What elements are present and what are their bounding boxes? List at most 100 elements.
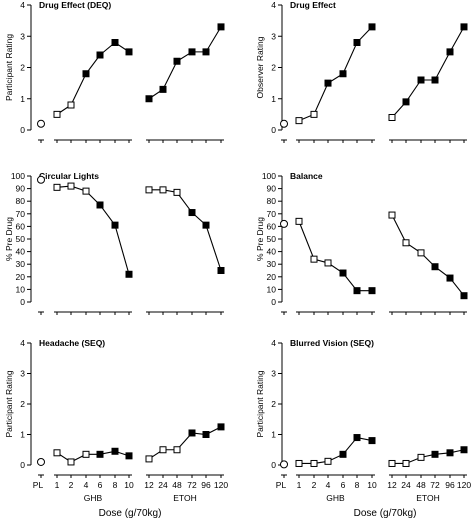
data-point [217, 23, 225, 31]
y-tick-label: 10 [16, 284, 26, 294]
data-point [125, 48, 133, 56]
data-point [339, 450, 347, 458]
y-tick-label: 30 [267, 259, 277, 269]
x-tick-label: 6 [98, 480, 103, 490]
x-tick-label: 120 [457, 480, 471, 490]
x-tick-label-pl: PL [276, 480, 287, 490]
x-tick-label: 12 [144, 480, 154, 490]
y-tick-label: 30 [16, 259, 26, 269]
data-point [310, 110, 318, 118]
data-point [402, 459, 410, 467]
data-point [402, 239, 410, 247]
y-tick-label: 1 [20, 94, 25, 104]
x-tick-label: 4 [84, 480, 89, 490]
x-tick-label: 4 [326, 480, 331, 490]
data-point [96, 201, 104, 209]
panel-title: Drug Effect [290, 0, 336, 10]
data-point [53, 110, 61, 118]
panel-title: Blurred Vision (SEQ) [290, 338, 374, 348]
y-tick-label: 20 [267, 272, 277, 282]
data-point [217, 267, 225, 274]
y-tick-label: 1 [20, 430, 25, 440]
x-tick-label: 10 [124, 480, 134, 490]
data-point [460, 292, 468, 300]
y-tick-label: 1 [271, 94, 276, 104]
data-point [446, 449, 454, 457]
data-point [145, 186, 153, 194]
data-point [353, 434, 361, 442]
placebo-point [280, 219, 288, 228]
group-label-etoh: ETOH [173, 493, 196, 503]
y-tick-label: 50 [267, 234, 277, 244]
data-point [402, 98, 410, 106]
y-tick-label: 60 [16, 221, 26, 231]
x-tick-label: 24 [401, 480, 411, 490]
data-point [111, 39, 119, 46]
x-tick-label: 96 [445, 480, 455, 490]
x-tick-label: 48 [172, 480, 182, 490]
y-tick-label: 70 [16, 209, 26, 219]
data-point [202, 221, 210, 229]
x-tick-label: 24 [158, 480, 168, 490]
y-tick-label: 2 [20, 63, 25, 73]
panel-title: Balance [290, 171, 323, 181]
data-point [417, 453, 425, 461]
y-tick-label: 50 [16, 234, 26, 244]
y-tick-label: 2 [271, 63, 276, 73]
data-point [339, 70, 347, 78]
data-point [67, 182, 75, 190]
data-point [431, 450, 439, 458]
data-point [82, 450, 90, 458]
y-tick-label: 3 [20, 369, 25, 379]
data-point [202, 48, 210, 56]
y-tick-label: 60 [267, 221, 277, 231]
data-point [460, 446, 468, 454]
group-label-etoh: ETOH [416, 493, 439, 503]
data-point [431, 263, 439, 271]
x-tick-label: 48 [416, 480, 426, 490]
data-point [324, 457, 332, 465]
data-point [96, 51, 104, 59]
x-tick-label: 8 [113, 480, 118, 490]
chart-panel-1: Drug Effect (DEQ) 0 1 2 3 4 Participant Rating [4, 0, 225, 143]
data-point [417, 76, 425, 84]
y-tick-label: 4 [271, 0, 276, 10]
data-point [67, 458, 75, 466]
x-tick-label: 2 [69, 480, 74, 490]
data-point [82, 70, 90, 78]
series-line-1 [56, 185, 130, 275]
y-tick-label: 100 [11, 171, 25, 181]
data-point [173, 446, 181, 454]
data-point [159, 186, 167, 194]
data-point [295, 217, 303, 225]
y-tick-label: 4 [271, 338, 276, 348]
data-point [388, 114, 396, 121]
placebo-point [37, 175, 45, 184]
data-point [431, 76, 439, 84]
series-line-2 [391, 214, 465, 297]
x-tick-label: 6 [341, 480, 346, 490]
x-tick-label: 10 [367, 480, 377, 490]
y-tick-label: 2 [20, 399, 25, 409]
y-tick-label: 0 [20, 460, 25, 470]
y-tick-label: 3 [271, 369, 276, 379]
data-point [324, 259, 332, 267]
y-tick-label: 1 [271, 430, 276, 440]
chart-panel-2: Drug Effect 0 1 2 3 4 Observer Rating [255, 0, 468, 143]
data-point [125, 452, 133, 460]
y-tick-label: 90 [16, 184, 26, 194]
panel-title: Headache (SEQ) [39, 338, 105, 348]
data-point [145, 95, 153, 103]
x-tick-label: 12 [387, 480, 397, 490]
data-point [111, 447, 119, 455]
data-point [96, 450, 104, 458]
y-tick-label: 4 [20, 338, 25, 348]
data-point [368, 23, 376, 31]
placebo-point [37, 457, 45, 466]
y-tick-label: 0 [271, 297, 276, 307]
panel-title: Circular Lights [39, 171, 99, 181]
data-point [53, 183, 61, 191]
